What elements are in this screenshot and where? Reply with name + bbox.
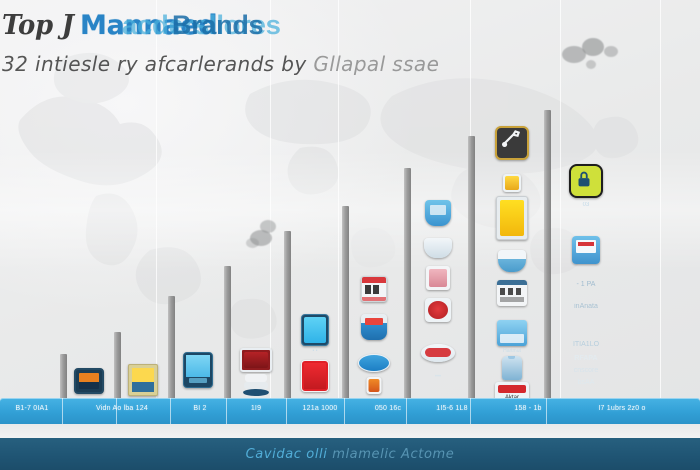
blue-shield-icon[interactable] — [425, 200, 451, 226]
bar-6-post — [284, 231, 291, 406]
grid-line — [560, 0, 561, 400]
bar-10-smoke — [560, 34, 626, 70]
yellow-card-large-icon[interactable] — [496, 196, 528, 240]
title-layer-1: Top J — [2, 10, 74, 41]
axis-label-6: 050 16c — [374, 405, 402, 412]
axis-label-5: 121a 1000 — [302, 405, 338, 412]
bar-10[interactable]: 03 - 1 PA inAnata ITIA1LO RFAPA cnscore … — [556, 38, 618, 406]
red-tile-icon[interactable] — [301, 360, 329, 392]
bar-10-caption-5: RFAPA — [574, 355, 598, 362]
cyan-screen-icon[interactable] — [183, 352, 213, 388]
bar-9-caption-1: Hartmut — [503, 348, 521, 354]
blue-oval-icon[interactable] — [358, 354, 390, 372]
grid-line — [270, 0, 271, 400]
bar-4[interactable] — [174, 284, 222, 406]
axis-tick — [116, 398, 117, 424]
bar-5[interactable] — [230, 220, 282, 406]
x-axis-band: B1-7 0IA1 Vidn Ao lba 124 BI 2 1I9 121a … — [0, 398, 700, 424]
footer-band: Cavidac olli mlamelic Actome — [0, 438, 700, 470]
subtitle-main: 32 intiesle ry afcarlerands by — [2, 52, 307, 76]
white-stack-icon[interactable] — [243, 374, 269, 396]
bar-6-icon-caption: • • — [312, 348, 318, 354]
bar-10-post — [544, 110, 551, 406]
bar-10-caption-1: 03 — [582, 202, 590, 208]
grid-line — [660, 0, 661, 400]
axis-tick — [546, 398, 547, 424]
calendar-icon[interactable] — [361, 276, 387, 302]
white-bowl-icon[interactable] — [424, 238, 452, 258]
axis-tick — [170, 398, 171, 424]
subtitle-tail: Gllapal ssae — [313, 52, 440, 76]
bar-10-caption-7: bsAA — [577, 379, 595, 386]
bar-2-post — [60, 354, 67, 406]
axis-footer-gap — [0, 424, 700, 438]
bar-5-post — [224, 266, 231, 406]
title-layer-4: Brands — [172, 10, 264, 40]
bar-7[interactable] — [348, 180, 400, 406]
axis-tick — [62, 398, 63, 424]
red-script-icon[interactable] — [421, 344, 455, 362]
axis-tick — [226, 398, 227, 424]
axis-tick — [470, 398, 471, 424]
title-layer-3: acdersllores — [122, 10, 281, 40]
axis-label-4: 1I9 — [250, 405, 262, 412]
cyan-tile-icon[interactable] — [301, 314, 329, 346]
bar-8-post — [404, 168, 411, 406]
red-round-icon[interactable] — [425, 298, 451, 322]
bar-10-caption-4: ITIA1LO — [572, 341, 600, 348]
axis-label-9: I7 1ubrs 2z0 o — [598, 405, 646, 412]
small-yellow-icon[interactable] — [503, 174, 521, 192]
blue-bottle-icon[interactable] — [502, 356, 522, 380]
blue-box-icon[interactable] — [572, 236, 600, 264]
blue-cup-icon[interactable] — [361, 314, 387, 340]
bar-3-post — [114, 332, 121, 406]
bar-10-caption-2: - 1 PA — [576, 281, 596, 288]
axis-tick — [286, 398, 287, 424]
bar-3[interactable] — [120, 324, 166, 406]
bar-2[interactable] — [66, 346, 112, 406]
pink-square-icon[interactable] — [426, 266, 450, 290]
bar-10-caption-6: cnscore — [573, 367, 599, 374]
grid-tile-icon[interactable] — [497, 280, 527, 306]
grid-line — [156, 0, 157, 400]
axis-label-7: 1I5-6 1L8 — [436, 405, 468, 412]
blue-panel-icon[interactable] — [497, 320, 527, 346]
title-layer-2: Mannaed — [80, 10, 218, 41]
footer-caption-main: Cavidac olli — [245, 447, 328, 462]
plot-area: • • — [60, 38, 618, 406]
bar-10-caption-3: inAnata — [574, 303, 598, 310]
bar-4-post — [168, 296, 175, 406]
footer-caption: Cavidac olli mlamelic Actome — [246, 447, 455, 462]
bar-7-post — [342, 206, 349, 406]
axis-label-1: B1-7 0IA1 — [15, 405, 49, 412]
small-orange-icon[interactable] — [366, 377, 382, 394]
axis-label-3: BI 2 — [193, 405, 207, 412]
orange-photo-icon[interactable] — [74, 368, 104, 394]
yellow-card-icon[interactable] — [128, 364, 158, 396]
bar-9-post — [468, 136, 475, 406]
white-cup-icon[interactable] — [498, 250, 526, 272]
bar-9[interactable]: Hartmut Aktar — [484, 88, 540, 406]
axis-tick — [344, 398, 345, 424]
page-subtitle: 32 intiesle ry afcarlerands by Gllapal s… — [2, 52, 439, 76]
page-title: Top J Mannaed acdersllores Brands — [2, 10, 422, 44]
footer-caption-tail: mlamelic Actome — [332, 447, 455, 462]
bar-8-caption: ••• — [434, 374, 442, 380]
bar-6[interactable]: • • — [290, 210, 340, 406]
bar-5-smoke — [244, 218, 284, 250]
axis-tick — [406, 398, 407, 424]
axis-label-2: Vidn Ao lba 124 — [96, 405, 148, 412]
green-lock-icon[interactable] — [569, 164, 603, 198]
grid-line — [338, 0, 339, 400]
bar-8[interactable]: ••• — [412, 138, 464, 406]
red-badge-icon[interactable] — [240, 348, 272, 372]
dark-tool-icon[interactable] — [495, 126, 529, 160]
axis-label-8: 158 - 1b — [514, 405, 542, 412]
